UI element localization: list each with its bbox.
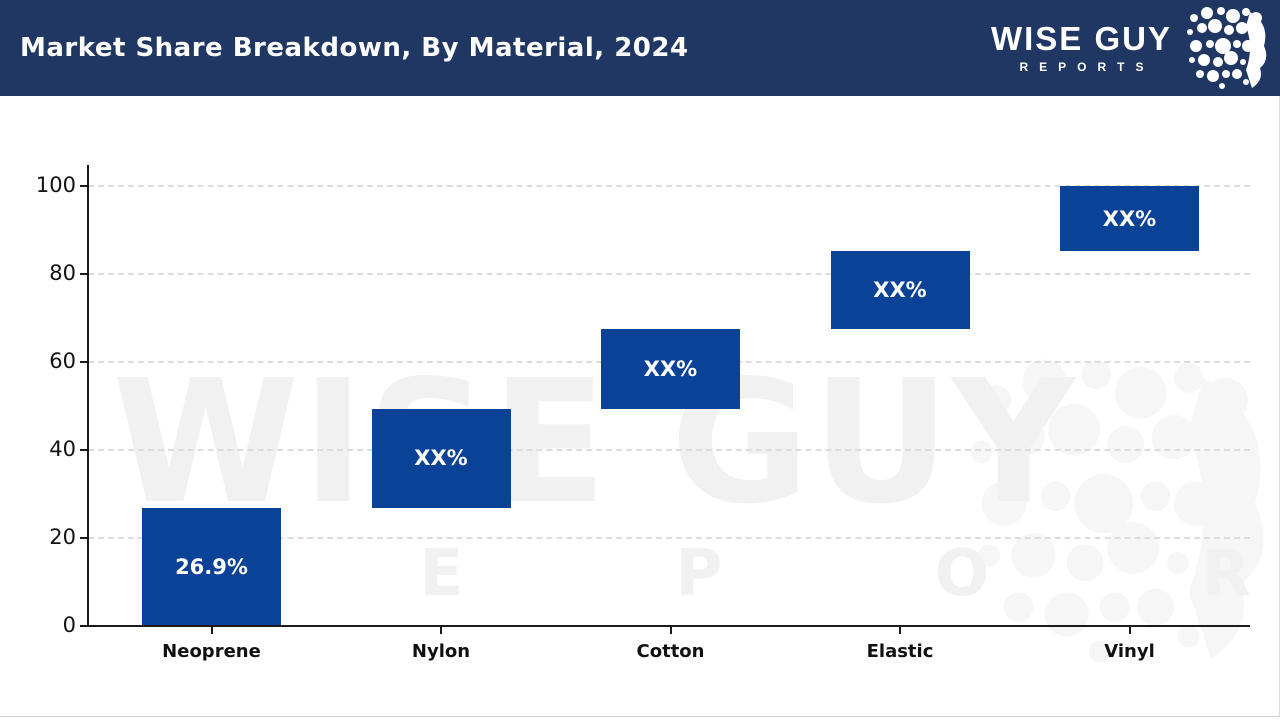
- y-tick-mark: [80, 273, 87, 275]
- logo-text: WISE GUY REPORTS: [991, 22, 1172, 74]
- header-bar: Market Share Breakdown, By Material, 202…: [0, 0, 1280, 96]
- x-tick-mark: [669, 627, 672, 634]
- bar-cotton: XX%: [601, 329, 740, 409]
- y-tick-mark: [80, 361, 87, 363]
- bar-value-label: XX%: [643, 357, 698, 382]
- bar-neoprene: 26.9%: [142, 507, 281, 626]
- x-tick-mark: [440, 627, 442, 634]
- bar-value-label: XX%: [873, 278, 927, 303]
- x-tick-mark: [210, 627, 213, 634]
- page-title: Market Share Breakdown, By Material, 202…: [20, 33, 689, 63]
- gridline-80: [88, 273, 1250, 275]
- page-bottom-border: [0, 716, 1280, 717]
- y-tick-label: 40: [49, 437, 76, 461]
- x-tick-label-cotton: Cotton: [636, 641, 705, 662]
- y-tick-mark: [80, 185, 87, 187]
- bar-nylon: XX%: [371, 408, 511, 508]
- x-tick-mark: [899, 627, 901, 634]
- y-tick-label: 100: [35, 173, 76, 197]
- logo-head-dots-icon: [1187, 7, 1267, 89]
- bar-value-label: XX%: [414, 446, 468, 471]
- watermark-head-dots-icon: [970, 359, 1264, 663]
- x-tick-label-elastic: Elastic: [866, 641, 934, 662]
- x-axis-line: [87, 625, 1250, 627]
- y-tick-label: 20: [49, 525, 76, 549]
- y-tick-label: 80: [49, 261, 76, 285]
- bar-value-label: 26.9%: [175, 554, 248, 579]
- bar-elastic: XX%: [830, 251, 970, 330]
- y-tick-mark: [80, 625, 87, 627]
- x-tick-mark: [1128, 627, 1131, 634]
- x-tick-label-nylon: Nylon: [411, 641, 471, 662]
- logo-wordmark: WISE GUY: [990, 20, 1172, 57]
- bar-vinyl: XX%: [1060, 186, 1199, 252]
- gridline-20: [88, 537, 1250, 539]
- gridline-40: [88, 449, 1250, 451]
- watermark-wordmark: WISE GUY: [112, 344, 1078, 542]
- x-tick-label-neoprene: Neoprene: [162, 641, 261, 662]
- y-tick-mark: [80, 449, 87, 451]
- gridline-100: [88, 185, 1250, 187]
- y-tick-label: 60: [49, 349, 76, 373]
- x-tick-label-vinyl: Vinyl: [1104, 641, 1155, 662]
- y-tick-label: 0: [62, 613, 76, 637]
- wise-guy-reports-logo: WISE GUY REPORTS: [991, 4, 1268, 92]
- logo-subtext: REPORTS: [1019, 60, 1155, 74]
- y-tick-mark: [80, 537, 87, 539]
- y-axis-line: [87, 165, 89, 627]
- bar-value-label: XX%: [1102, 206, 1157, 231]
